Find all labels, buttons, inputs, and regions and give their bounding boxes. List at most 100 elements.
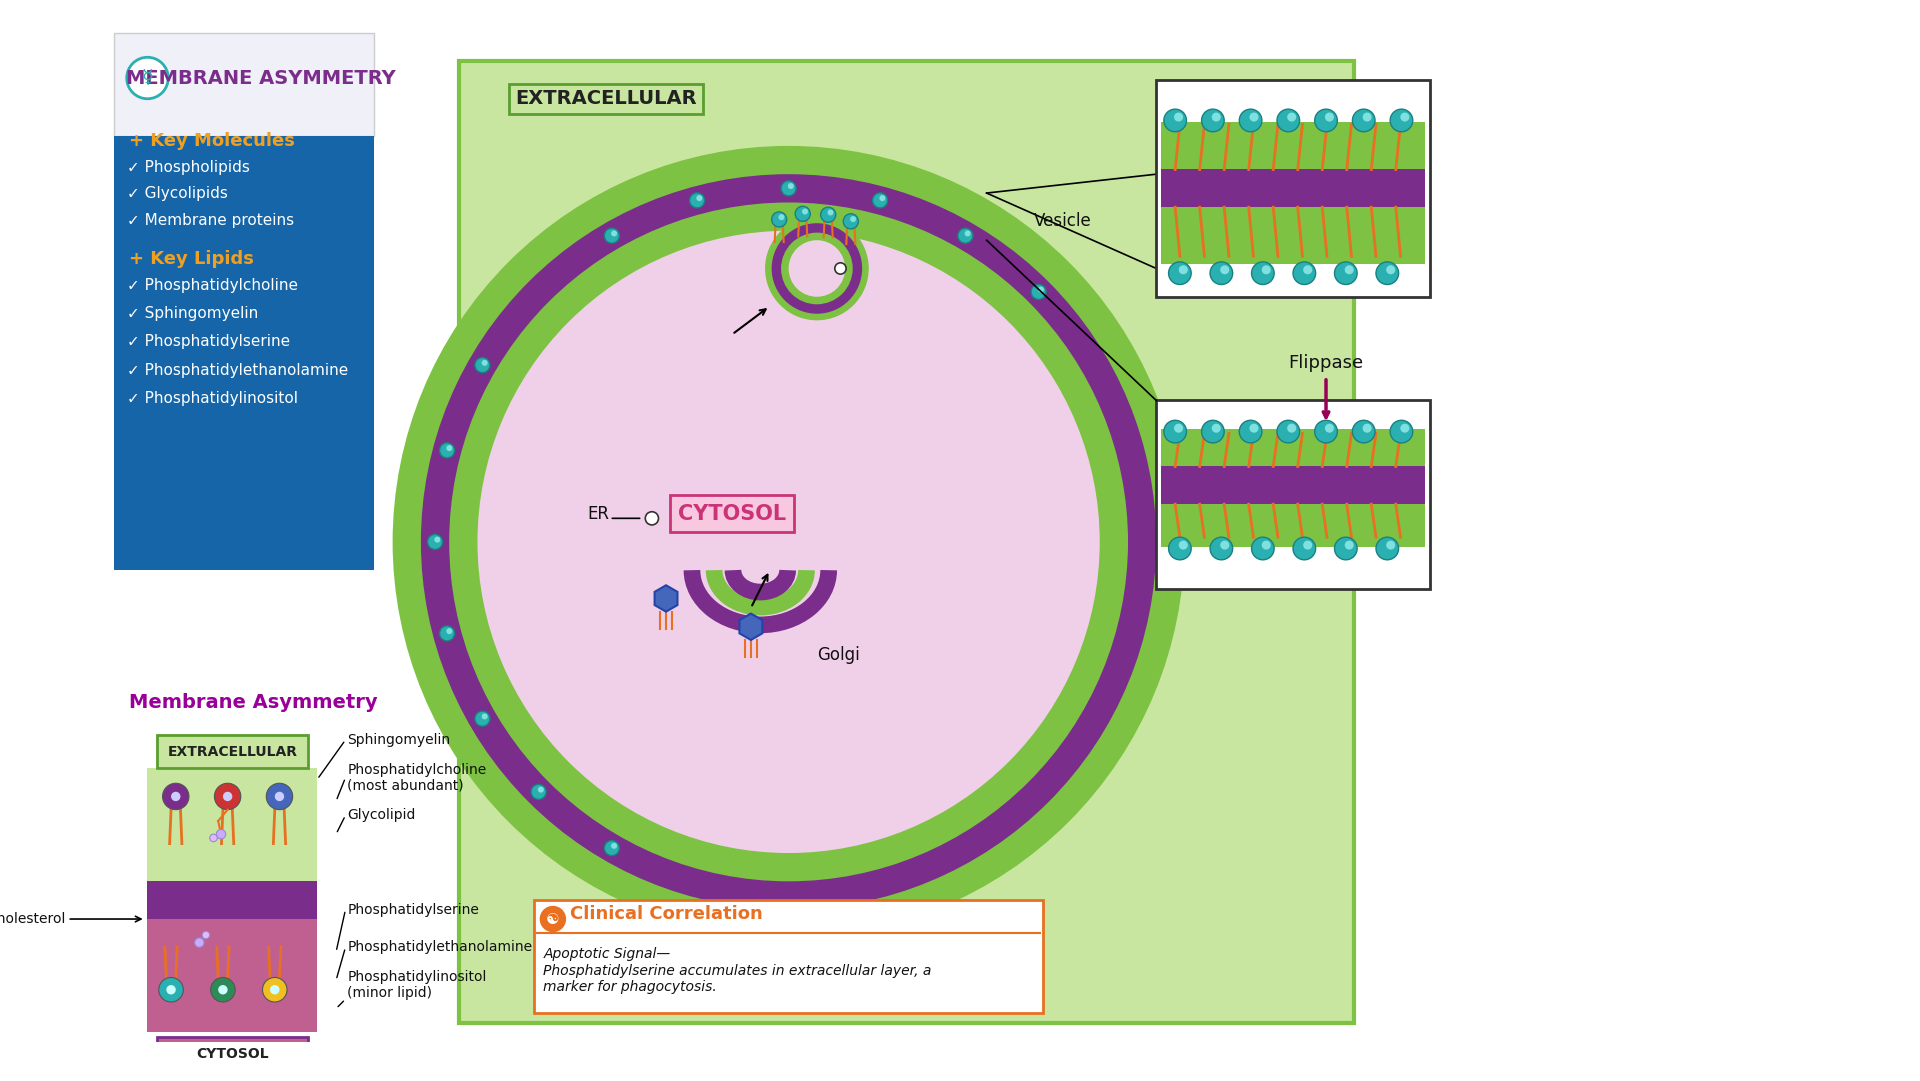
Circle shape	[275, 791, 284, 801]
Circle shape	[392, 146, 1185, 938]
Text: EXTRACELLULAR: EXTRACELLULAR	[515, 90, 697, 108]
Circle shape	[611, 843, 616, 849]
Circle shape	[689, 192, 705, 208]
Circle shape	[1039, 286, 1044, 293]
Circle shape	[202, 932, 209, 938]
Circle shape	[1179, 265, 1188, 275]
Circle shape	[474, 358, 490, 373]
Circle shape	[820, 208, 835, 223]
Circle shape	[1164, 421, 1187, 443]
Circle shape	[879, 195, 885, 201]
Circle shape	[1304, 265, 1311, 275]
FancyBboxPatch shape	[1162, 467, 1425, 504]
Circle shape	[1238, 421, 1261, 443]
Circle shape	[778, 214, 785, 221]
Text: ☯: ☯	[545, 911, 561, 926]
Circle shape	[1202, 421, 1225, 443]
Circle shape	[482, 713, 488, 720]
Circle shape	[1173, 424, 1183, 432]
Circle shape	[223, 791, 232, 801]
Circle shape	[835, 263, 847, 275]
Circle shape	[1173, 112, 1183, 121]
Circle shape	[478, 230, 1100, 853]
Circle shape	[1390, 421, 1413, 443]
Circle shape	[1210, 262, 1233, 284]
Circle shape	[1179, 540, 1188, 549]
Text: ✓ Phosphatidylinositol: ✓ Phosphatidylinositol	[127, 391, 298, 406]
Circle shape	[1352, 109, 1375, 132]
Circle shape	[1261, 265, 1271, 275]
FancyBboxPatch shape	[157, 735, 307, 769]
Circle shape	[795, 206, 810, 222]
Circle shape	[697, 195, 703, 201]
Text: MEMBRANE ASYMMETRY: MEMBRANE ASYMMETRY	[125, 68, 396, 88]
Circle shape	[263, 977, 286, 1002]
Circle shape	[159, 977, 182, 1002]
Text: Apoptotic Signal—
Phosphatidylserine accumulates in extracellular layer, a
marke: Apoptotic Signal— Phosphatidylserine acc…	[543, 947, 931, 993]
FancyBboxPatch shape	[1162, 208, 1425, 264]
Text: ✓ Phosphatidylcholine: ✓ Phosphatidylcholine	[127, 278, 298, 293]
Circle shape	[1292, 262, 1315, 284]
Text: Cholesterol: Cholesterol	[0, 912, 65, 926]
FancyBboxPatch shape	[1162, 170, 1425, 208]
FancyBboxPatch shape	[1156, 400, 1430, 589]
Text: ✓ Membrane proteins: ✓ Membrane proteins	[127, 213, 294, 228]
Circle shape	[420, 174, 1156, 909]
Circle shape	[1352, 421, 1375, 443]
Circle shape	[482, 360, 488, 365]
Circle shape	[449, 202, 1129, 881]
Circle shape	[1221, 540, 1229, 549]
Circle shape	[1221, 265, 1229, 275]
Circle shape	[1325, 112, 1334, 121]
Circle shape	[1250, 424, 1258, 432]
Circle shape	[217, 829, 227, 839]
Circle shape	[1261, 540, 1271, 549]
Text: Clinical Correlation: Clinical Correlation	[570, 905, 762, 923]
Circle shape	[1202, 109, 1225, 132]
Circle shape	[1212, 424, 1221, 432]
Text: ✓ Phospholipids: ✓ Phospholipids	[127, 160, 250, 175]
Circle shape	[964, 230, 972, 237]
Circle shape	[851, 216, 856, 222]
Circle shape	[1169, 537, 1190, 560]
Circle shape	[1315, 421, 1338, 443]
Circle shape	[1252, 537, 1275, 560]
Text: CYTOSOL: CYTOSOL	[678, 504, 785, 523]
Circle shape	[538, 787, 543, 792]
Text: ✓ Phosphatidylserine: ✓ Phosphatidylserine	[127, 334, 290, 349]
Circle shape	[474, 711, 490, 726]
Circle shape	[828, 210, 833, 215]
Circle shape	[1304, 540, 1311, 549]
Text: Sphingomyelin: Sphingomyelin	[348, 733, 451, 747]
Circle shape	[1344, 265, 1354, 275]
Circle shape	[645, 511, 659, 525]
Circle shape	[1400, 112, 1409, 121]
Circle shape	[772, 223, 862, 313]
Text: Flippase: Flippase	[1288, 353, 1363, 372]
Circle shape	[532, 785, 545, 800]
Circle shape	[843, 214, 858, 229]
Circle shape	[211, 977, 234, 1002]
Circle shape	[803, 209, 808, 214]
Circle shape	[872, 192, 887, 208]
Circle shape	[267, 784, 292, 810]
Circle shape	[215, 784, 240, 810]
Circle shape	[1210, 537, 1233, 560]
Text: + Key Lipids: + Key Lipids	[129, 250, 253, 268]
Text: ✓ Sphingomyelin: ✓ Sphingomyelin	[127, 306, 257, 321]
Text: + Key Molecules: + Key Molecules	[129, 132, 294, 150]
Circle shape	[428, 534, 444, 549]
Circle shape	[445, 445, 453, 451]
Circle shape	[1334, 537, 1357, 560]
Circle shape	[440, 443, 455, 458]
Circle shape	[789, 240, 845, 297]
FancyBboxPatch shape	[115, 32, 374, 136]
Circle shape	[772, 212, 787, 227]
Text: ☿: ☿	[142, 68, 154, 88]
Circle shape	[1212, 112, 1221, 121]
Circle shape	[127, 57, 169, 98]
Text: Phosphatidylserine: Phosphatidylserine	[348, 903, 480, 917]
Circle shape	[781, 181, 797, 196]
Circle shape	[1164, 109, 1187, 132]
Text: ✓ Glycolipids: ✓ Glycolipids	[127, 186, 228, 201]
